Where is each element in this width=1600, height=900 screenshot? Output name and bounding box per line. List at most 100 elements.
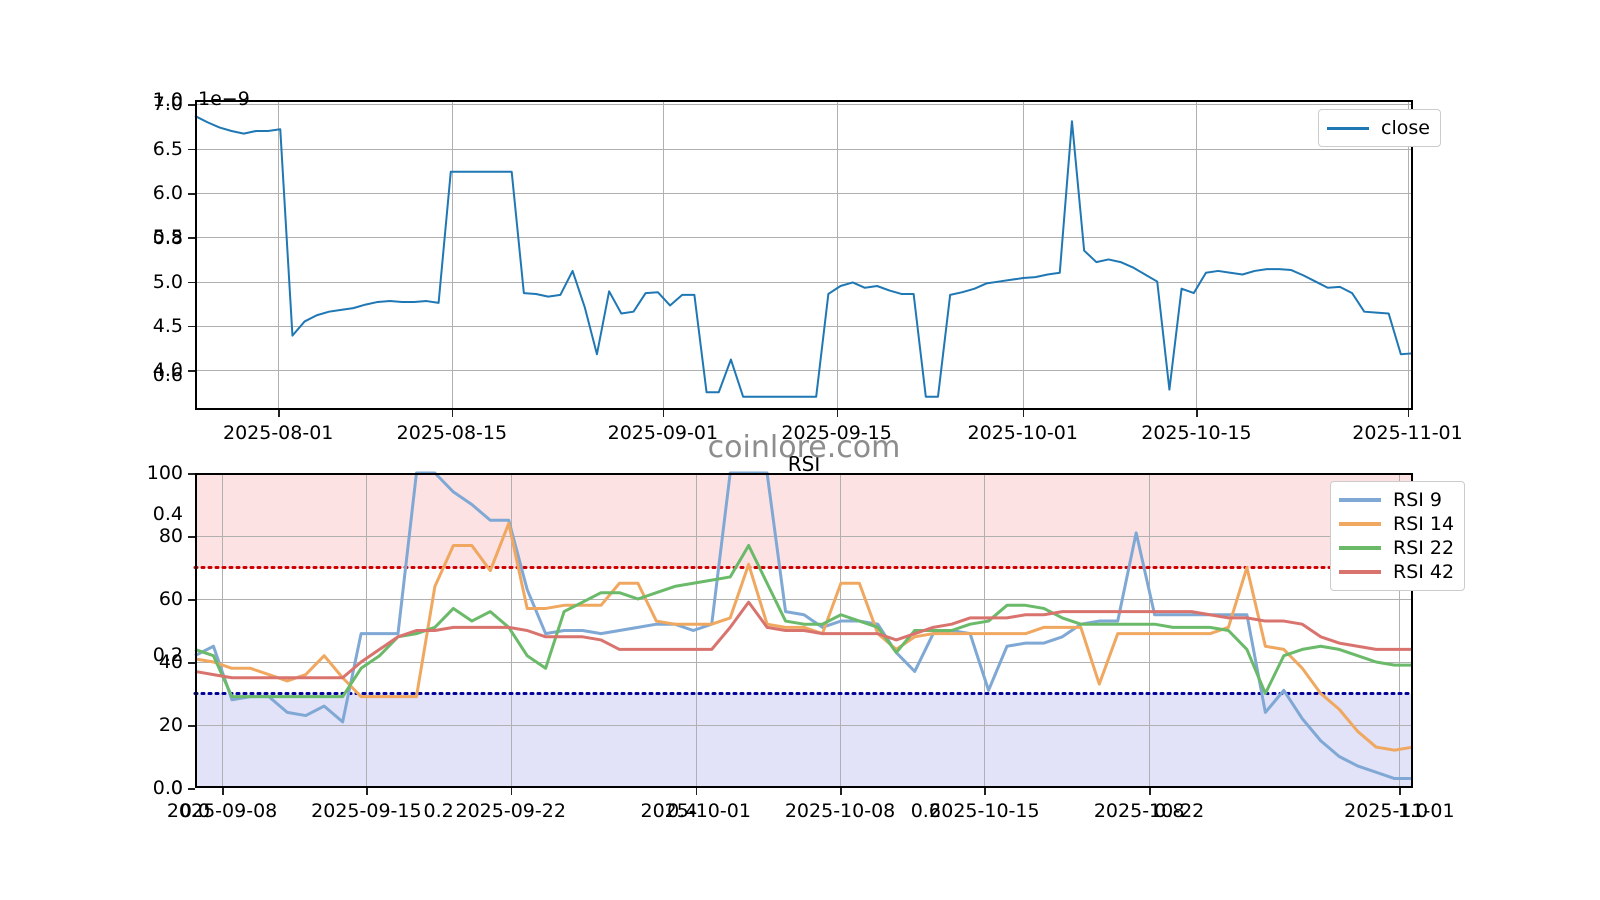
y-tick-label: 5.5 xyxy=(152,226,183,249)
price-axis-spine-right xyxy=(1411,100,1413,410)
gridline-vertical xyxy=(366,473,368,788)
price-axis-spine-bottom xyxy=(195,408,1413,410)
gridline-horizontal xyxy=(195,599,1413,600)
rsi-axis-spine-left xyxy=(195,473,197,788)
legend-swatch-line xyxy=(1339,546,1381,550)
x-tickmark xyxy=(840,788,842,795)
x-tick-label: 2025-10-01 xyxy=(967,422,1078,444)
oversold-shaded-band xyxy=(195,693,1413,788)
y-tick-label: 60 xyxy=(158,588,183,610)
price-chart-legend[interactable]: close xyxy=(1318,109,1441,147)
y-tick-label-overlay: 0.6 xyxy=(152,364,183,386)
x-tickmark xyxy=(510,788,513,795)
y-tick-label: 80 xyxy=(158,525,183,547)
legend-swatch-line xyxy=(1339,570,1381,574)
y-tick-label-overlay: 0.4 xyxy=(152,503,183,525)
rsi-series-line xyxy=(194,600,1413,680)
x-tick-label: 2025-10-01 xyxy=(640,800,751,822)
y-tickmark xyxy=(188,237,195,239)
y-tickmark xyxy=(188,193,195,195)
legend-swatch-line xyxy=(1339,522,1381,526)
rsi-chart-axes xyxy=(193,471,1415,788)
x-tickmark xyxy=(1196,410,1198,417)
y-tick-label: 5.0 xyxy=(152,270,183,293)
legend-label: RSI 42 xyxy=(1393,561,1455,583)
y-tick-label: 4.5 xyxy=(152,314,183,337)
y-tick-label: 6.5 xyxy=(152,137,183,160)
rsi-axis-spine-top xyxy=(195,473,1413,475)
y-tickmark xyxy=(188,536,195,538)
gridline-horizontal xyxy=(195,281,1413,283)
gridline-vertical xyxy=(1022,100,1024,410)
gridline-vertical xyxy=(1149,473,1151,788)
x-tick-label-overlay: 0.8 xyxy=(1154,800,1185,822)
gridline-vertical xyxy=(662,100,664,410)
legend-item[interactable]: RSI 22 xyxy=(1339,536,1454,560)
gridline-vertical xyxy=(451,100,453,410)
y-tickmark xyxy=(188,148,195,151)
x-tickmark xyxy=(366,788,368,795)
x-tickmark xyxy=(662,410,665,417)
y-tickmark xyxy=(188,662,195,664)
price-y-axis-offset-text: 1e−9 xyxy=(198,88,250,110)
x-tick-label: 2025-11-01 xyxy=(1344,800,1455,822)
price-close-line xyxy=(194,115,1414,398)
rsi-axis-spine-right xyxy=(1411,473,1413,788)
x-tick-label: 2025-10-22 xyxy=(1093,800,1205,822)
x-tick-label-overlay: 0.2 xyxy=(423,800,454,822)
coinlore-watermark: coinlore.com xyxy=(707,430,901,465)
gridline-vertical xyxy=(278,100,280,410)
legend-item[interactable]: RSI 14 xyxy=(1339,512,1454,536)
gridline-vertical xyxy=(984,473,986,788)
y-tick-label-overlay: 0.0 xyxy=(152,777,183,799)
x-tickmark xyxy=(451,410,454,417)
x-tick-label: 2025-09-15 xyxy=(781,422,892,444)
gridline-horizontal xyxy=(195,104,1413,106)
gridline-horizontal xyxy=(195,193,1413,194)
gridline-vertical xyxy=(1407,100,1409,410)
x-tick-label-overlay: 0.4 xyxy=(667,800,698,822)
x-tickmark xyxy=(222,788,224,795)
y-tick-label: 4.0 xyxy=(152,359,183,382)
y-tick-label: 7.0 xyxy=(152,93,183,116)
x-tick-label: 2025-09-01 xyxy=(607,422,719,444)
rsi-chart-legend[interactable]: RSI 9 RSI 14 RSI 22 RSI 42 xyxy=(1330,481,1466,591)
legend-label: close xyxy=(1381,117,1430,139)
legend-item[interactable]: RSI 9 xyxy=(1339,488,1454,512)
x-tick-label: 2025-10-15 xyxy=(929,800,1040,822)
legend-label: RSI 14 xyxy=(1393,513,1455,535)
legend-item[interactable]: close xyxy=(1327,116,1430,140)
gridline-vertical xyxy=(1399,473,1401,788)
x-tick-label: 2025-09-22 xyxy=(455,800,566,822)
gridline-vertical xyxy=(836,100,838,410)
y-tick-label-overlay: 1.0 xyxy=(152,89,183,111)
x-tick-label: 2025-11-01 xyxy=(1352,422,1463,444)
y-tick-label: 20 xyxy=(158,714,183,736)
gridline-vertical xyxy=(1196,100,1198,410)
legend-label: RSI 9 xyxy=(1393,489,1442,511)
y-tickmark xyxy=(188,370,195,372)
y-tickmark xyxy=(188,473,195,475)
x-tickmark xyxy=(1149,788,1151,795)
gridline-horizontal xyxy=(195,148,1413,150)
price-line-series xyxy=(194,115,1414,398)
x-tick-label: 2025-08-01 xyxy=(222,422,334,444)
x-tick-label: 2025-09-15 xyxy=(311,800,422,822)
y-tickmark xyxy=(188,325,195,328)
y-tick-label: 100 xyxy=(146,462,183,484)
x-tickmark xyxy=(278,410,280,417)
rsi-series-line xyxy=(194,521,1414,752)
legend-item[interactable]: RSI 42 xyxy=(1339,560,1454,584)
x-tick-label-overlay: 0.0 xyxy=(179,800,211,822)
rsi-line-series xyxy=(193,471,1415,781)
rsi-chart-title: RSI xyxy=(787,452,821,476)
x-tickmark xyxy=(1399,788,1401,795)
x-tickmark xyxy=(984,788,986,795)
gridline-horizontal xyxy=(195,325,1413,327)
overbought-shaded-band xyxy=(195,473,1413,568)
gridline-horizontal xyxy=(195,725,1413,726)
gridline-horizontal xyxy=(195,536,1413,537)
x-tickmark xyxy=(1407,410,1410,417)
x-tick-label: 2025-10-08 xyxy=(784,800,896,822)
x-tick-label-overlay: 1.0 xyxy=(1397,800,1429,822)
